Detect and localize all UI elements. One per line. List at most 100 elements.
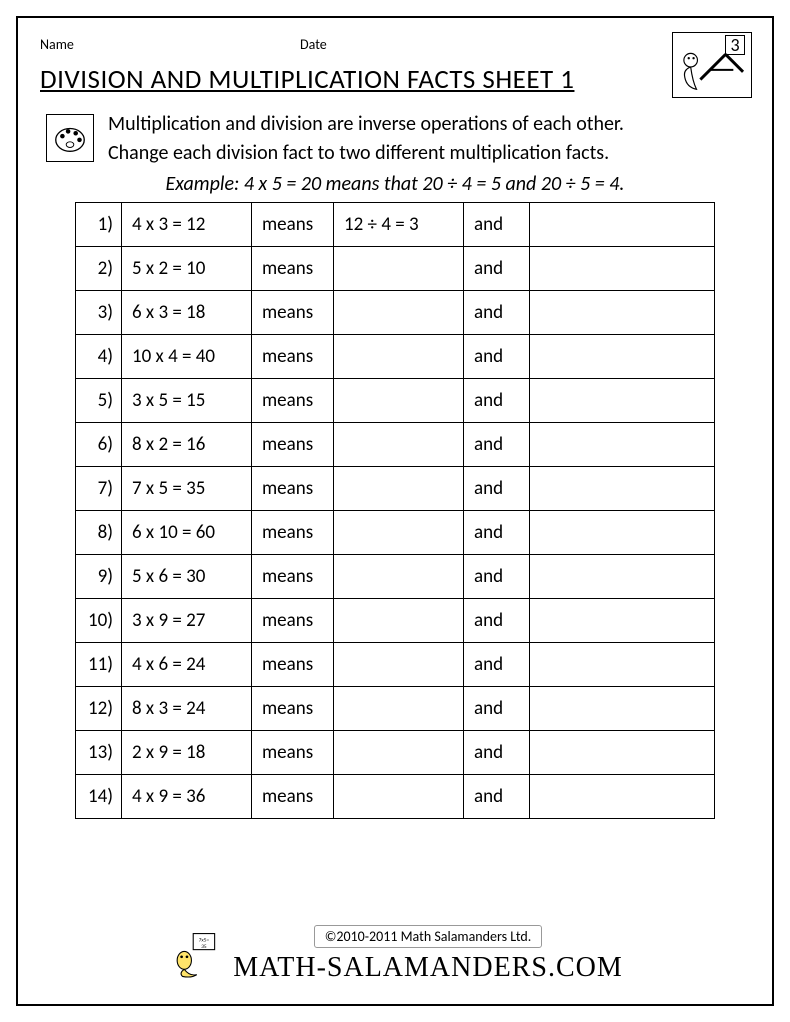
table-row: 11)4 x 6 = 24meansand: [76, 643, 715, 687]
multiplication-fact: 3 x 5 = 15: [122, 379, 252, 423]
answer-blank-1[interactable]: [334, 467, 464, 511]
multiplication-fact: 5 x 6 = 30: [122, 555, 252, 599]
row-number: 9): [76, 555, 122, 599]
answer-blank-1[interactable]: [334, 555, 464, 599]
name-label: Name: [40, 36, 300, 53]
answer-blank-1[interactable]: [334, 511, 464, 555]
row-number: 13): [76, 731, 122, 775]
answer-blank-1[interactable]: [334, 379, 464, 423]
answer-blank-1[interactable]: [334, 247, 464, 291]
row-number: 1): [76, 203, 122, 247]
table-row: 8)6 x 10 = 60means and: [76, 511, 715, 555]
and-label: and: [464, 775, 530, 819]
and-label: and: [464, 247, 530, 291]
and-label: and: [464, 379, 530, 423]
answer-blank-2[interactable]: [530, 203, 715, 247]
means-label: means: [252, 775, 334, 819]
multiplication-fact: 6 x 10 = 60: [122, 511, 252, 555]
multiplication-fact: 5 x 2 = 10: [122, 247, 252, 291]
and-label: and: [464, 291, 530, 335]
intro-block: Multiplication and division are inverse …: [40, 110, 750, 168]
worksheet-page: Name Date 3 DIVISION AND MULTIPLICATION …: [0, 0, 790, 1022]
row-number: 8): [76, 511, 122, 555]
row-number: 4): [76, 335, 122, 379]
intro-text: Multiplication and division are inverse …: [108, 110, 624, 168]
answer-blank-2[interactable]: [530, 467, 715, 511]
table-row: 10)3 x 9 = 27meansand: [76, 599, 715, 643]
answer-blank-1[interactable]: [334, 423, 464, 467]
palette-icon: [46, 114, 94, 162]
multiplication-fact: 8 x 3 = 24: [122, 687, 252, 731]
means-label: means: [252, 599, 334, 643]
answer-blank-2[interactable]: [530, 731, 715, 775]
answer-blank-1[interactable]: 12 ÷ 4 = 3: [334, 203, 464, 247]
multiplication-fact: 7 x 5 = 35: [122, 467, 252, 511]
answer-blank-2[interactable]: [530, 555, 715, 599]
answer-blank-2[interactable]: [530, 511, 715, 555]
intro-line-2: Change each division fact to two differe…: [108, 139, 624, 168]
answer-blank-1[interactable]: [334, 335, 464, 379]
page-title: DIVISION AND MULTIPLICATION FACTS SHEET …: [40, 63, 750, 96]
multiplication-fact: 2 x 9 = 18: [122, 731, 252, 775]
row-number: 12): [76, 687, 122, 731]
svg-text:7x5=: 7x5=: [199, 937, 210, 943]
multiplication-fact: 4 x 6 = 24: [122, 643, 252, 687]
and-label: and: [464, 643, 530, 687]
page-frame: Name Date 3 DIVISION AND MULTIPLICATION …: [16, 16, 774, 1006]
and-label: and: [464, 687, 530, 731]
answer-blank-1[interactable]: [334, 775, 464, 819]
salamander-footer-icon: 7x5= 35: [167, 927, 223, 983]
row-number: 3): [76, 291, 122, 335]
grade-number: 3: [725, 35, 745, 55]
means-label: means: [252, 467, 334, 511]
means-label: means: [252, 511, 334, 555]
means-label: means: [252, 555, 334, 599]
answer-blank-1[interactable]: [334, 731, 464, 775]
means-label: means: [252, 423, 334, 467]
answer-blank-1[interactable]: [334, 599, 464, 643]
answer-blank-1[interactable]: [334, 291, 464, 335]
table-row: 14)4 x 9 = 36meansand: [76, 775, 715, 819]
and-label: and: [464, 423, 530, 467]
grade-badge: 3: [672, 32, 752, 98]
multiplication-fact: 3 x 9 = 27: [122, 599, 252, 643]
answer-blank-1[interactable]: [334, 687, 464, 731]
multiplication-fact: 10 x 4 = 40: [122, 335, 252, 379]
brand-text: MATH-SALAMANDERS.COM: [233, 952, 622, 984]
means-label: means: [252, 731, 334, 775]
footer: 7x5= 35 ©2010-2011 Math Salamanders Ltd.…: [18, 925, 772, 984]
answer-blank-2[interactable]: [530, 687, 715, 731]
table-row: 6)8 x 2 = 16meansand: [76, 423, 715, 467]
means-label: means: [252, 247, 334, 291]
means-label: means: [252, 335, 334, 379]
means-label: means: [252, 203, 334, 247]
and-label: and: [464, 467, 530, 511]
row-number: 5): [76, 379, 122, 423]
row-number: 10): [76, 599, 122, 643]
and-label: and: [464, 511, 530, 555]
example-line: Example: 4 x 5 = 20 means that 20 ÷ 4 = …: [40, 172, 750, 196]
header-row: Name Date: [40, 36, 750, 53]
intro-line-1: Multiplication and division are inverse …: [108, 110, 624, 139]
answer-blank-2[interactable]: [530, 643, 715, 687]
svg-text:35: 35: [201, 943, 207, 949]
answer-blank-2[interactable]: [530, 775, 715, 819]
answer-blank-2[interactable]: [530, 423, 715, 467]
table-row: 9)5 x 6 = 30meansand: [76, 555, 715, 599]
table-row: 12)8 x 3 = 24means and: [76, 687, 715, 731]
facts-table: 1)4 x 3 = 12means12 ÷ 4 = 3and2)5 x 2 = …: [75, 202, 715, 819]
means-label: means: [252, 687, 334, 731]
table-row: 5)3 x 5 = 15meansand: [76, 379, 715, 423]
answer-blank-2[interactable]: [530, 599, 715, 643]
answer-blank-1[interactable]: [334, 643, 464, 687]
answer-blank-2[interactable]: [530, 335, 715, 379]
table-row: 1)4 x 3 = 12means12 ÷ 4 = 3and: [76, 203, 715, 247]
means-label: means: [252, 291, 334, 335]
multiplication-fact: 8 x 2 = 16: [122, 423, 252, 467]
answer-blank-2[interactable]: [530, 247, 715, 291]
row-number: 11): [76, 643, 122, 687]
answer-blank-2[interactable]: [530, 379, 715, 423]
and-label: and: [464, 335, 530, 379]
table-row: 2)5 x 2 = 10meansand: [76, 247, 715, 291]
answer-blank-2[interactable]: [530, 291, 715, 335]
